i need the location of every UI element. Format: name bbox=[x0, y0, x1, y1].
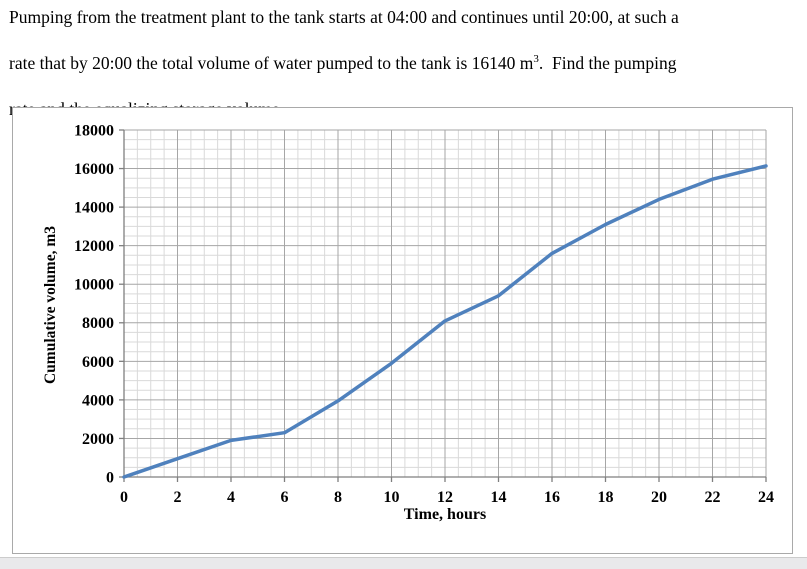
x-tick-label: 14 bbox=[491, 489, 507, 506]
x-tick-labels: 0 2 4 6 8 10 12 14 16 18 20 22 24 bbox=[120, 489, 774, 506]
y-tick-label: 0 bbox=[106, 469, 114, 486]
window-bottom-strip bbox=[0, 557, 807, 569]
x-tick-label: 22 bbox=[705, 489, 721, 506]
y-tick-label: 16000 bbox=[74, 161, 114, 178]
x-tick-label: 24 bbox=[758, 489, 774, 506]
y-tick-label: 14000 bbox=[74, 200, 114, 217]
problem-line-2b: . Find the pumping bbox=[538, 53, 677, 74]
problem-superscript: 3 bbox=[533, 53, 539, 66]
y-tick-label: 12000 bbox=[74, 238, 114, 255]
y-tick-label: 4000 bbox=[82, 392, 114, 409]
x-tick-label: 20 bbox=[651, 489, 667, 506]
x-tick-label: 0 bbox=[120, 489, 128, 506]
y-tick-label: 18000 bbox=[74, 122, 114, 139]
x-axis-title: Time, hours bbox=[403, 506, 487, 523]
y-tick-label: 10000 bbox=[74, 277, 114, 294]
x-tick-label: 16 bbox=[544, 489, 560, 506]
demand-curve bbox=[122, 164, 768, 479]
problem-statement: Pumping from the treatment plant to the … bbox=[9, 6, 801, 121]
problem-line-1: Pumping from the treatment plant to the … bbox=[9, 7, 679, 27]
problem-line-2a: rate that by 20:00 the total volume of w… bbox=[9, 53, 534, 74]
y-tick-label: 8000 bbox=[82, 315, 114, 332]
x-tick-label: 6 bbox=[281, 489, 289, 506]
cumulative-volume-chart: 0200040006000800010000120001400016000180… bbox=[74, 122, 774, 506]
y-axis-title: Cumulative volume, m3 bbox=[42, 226, 59, 385]
y-tick-labels: 0 2000 4000 6000 8000 10000 12000 14000 16000 180… bbox=[74, 122, 114, 486]
x-tick-label: 8 bbox=[334, 489, 342, 506]
y-tick-label: 6000 bbox=[82, 354, 114, 371]
x-tick-label: 2 bbox=[174, 489, 182, 506]
x-tick-label: 12 bbox=[437, 489, 453, 506]
axis-lines bbox=[119, 129, 767, 482]
chart-panel: 0 2000 4000 6000 8000 10000 12000 14000 16000 180… bbox=[12, 107, 793, 554]
major-gridlines bbox=[123, 129, 767, 478]
x-tick-label: 18 bbox=[598, 489, 614, 506]
y-tick-label: 2000 bbox=[82, 431, 114, 448]
x-tick-label: 4 bbox=[227, 489, 235, 506]
x-tick-label: 10 bbox=[384, 489, 400, 506]
